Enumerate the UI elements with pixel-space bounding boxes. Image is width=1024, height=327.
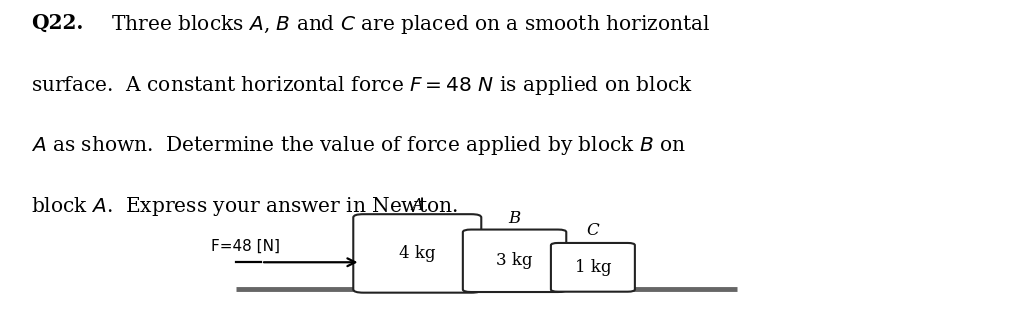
Text: $A$ as shown.  Determine the value of force applied by block $B$ on: $A$ as shown. Determine the value of for…: [31, 134, 686, 157]
FancyBboxPatch shape: [353, 214, 481, 293]
Text: F=48 [N]: F=48 [N]: [211, 238, 281, 253]
Text: block $A$.  Express your answer in Newton.: block $A$. Express your answer in Newton…: [31, 195, 458, 217]
Text: A: A: [411, 197, 423, 214]
Text: 3 kg: 3 kg: [497, 252, 532, 269]
Text: B: B: [508, 210, 520, 227]
Text: C: C: [587, 222, 599, 239]
FancyBboxPatch shape: [551, 243, 635, 292]
Text: 4 kg: 4 kg: [399, 245, 435, 262]
Text: surface.  A constant horizontal force $F = 48\ N$ is applied on block: surface. A constant horizontal force $F …: [31, 74, 692, 96]
FancyBboxPatch shape: [463, 230, 566, 292]
Text: Three blocks $A$, $B$ and $C$ are placed on a smooth horizontal: Three blocks $A$, $B$ and $C$ are placed…: [105, 13, 711, 36]
Text: 1 kg: 1 kg: [574, 259, 611, 276]
Text: Q22.: Q22.: [31, 13, 83, 33]
